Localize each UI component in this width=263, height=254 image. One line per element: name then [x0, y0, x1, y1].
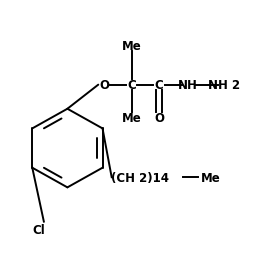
- Text: C: C: [127, 79, 136, 92]
- Text: Cl: Cl: [32, 223, 45, 236]
- Text: Me: Me: [122, 112, 141, 125]
- Text: Me: Me: [201, 171, 221, 184]
- Text: Me: Me: [122, 40, 141, 53]
- Text: O: O: [99, 79, 109, 92]
- Text: NH 2: NH 2: [208, 79, 240, 92]
- Text: NH: NH: [178, 79, 198, 92]
- Text: O: O: [154, 112, 164, 125]
- Text: C: C: [155, 79, 163, 92]
- Text: (CH 2)14: (CH 2)14: [110, 171, 169, 184]
